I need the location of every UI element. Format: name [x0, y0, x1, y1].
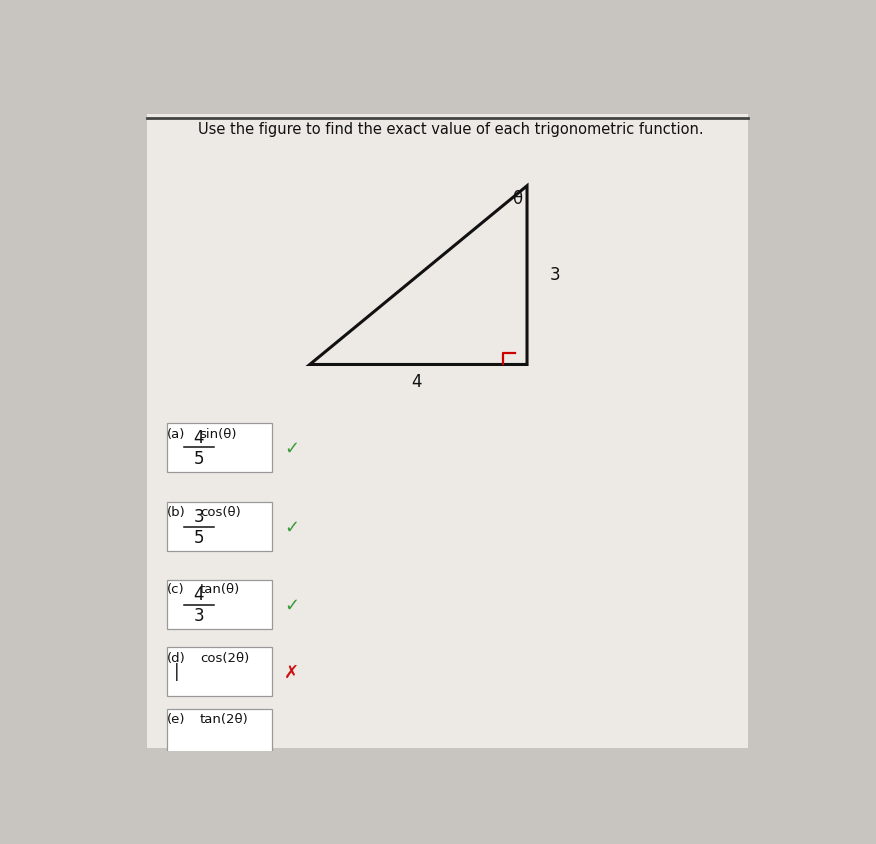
Text: 5: 5	[194, 450, 204, 468]
Text: 3: 3	[549, 267, 560, 284]
Text: ✗: ✗	[284, 663, 299, 681]
Text: 3: 3	[194, 608, 204, 625]
Text: ✓: ✓	[284, 518, 299, 537]
Text: tan(θ): tan(θ)	[200, 583, 240, 597]
Text: (c): (c)	[167, 583, 185, 597]
Bar	[167, 647, 272, 696]
Text: 3: 3	[194, 508, 204, 526]
Bar	[167, 502, 272, 551]
Text: Use the figure to find the exact value of each trigonometric function.: Use the figure to find the exact value o…	[198, 122, 703, 137]
Text: (b): (b)	[167, 506, 186, 518]
Text: sin(θ): sin(θ)	[200, 428, 237, 441]
Text: (d): (d)	[167, 652, 186, 665]
Bar	[167, 709, 272, 758]
Bar	[147, 114, 747, 748]
Text: cos(θ): cos(θ)	[200, 506, 241, 518]
Text: ✓: ✓	[284, 440, 299, 457]
Text: 4: 4	[411, 373, 421, 391]
Text: tan(2θ): tan(2θ)	[200, 713, 249, 727]
Text: θ: θ	[512, 190, 522, 208]
Text: 5: 5	[194, 529, 204, 547]
Text: (e): (e)	[167, 713, 186, 727]
Text: (a): (a)	[167, 428, 186, 441]
Text: ✓: ✓	[284, 597, 299, 614]
Text: cos(2θ): cos(2θ)	[200, 652, 249, 665]
Bar	[167, 580, 272, 629]
Text: 4: 4	[194, 586, 204, 603]
Text: |: |	[174, 663, 180, 680]
Text: 4: 4	[194, 429, 204, 446]
Bar	[167, 423, 272, 472]
